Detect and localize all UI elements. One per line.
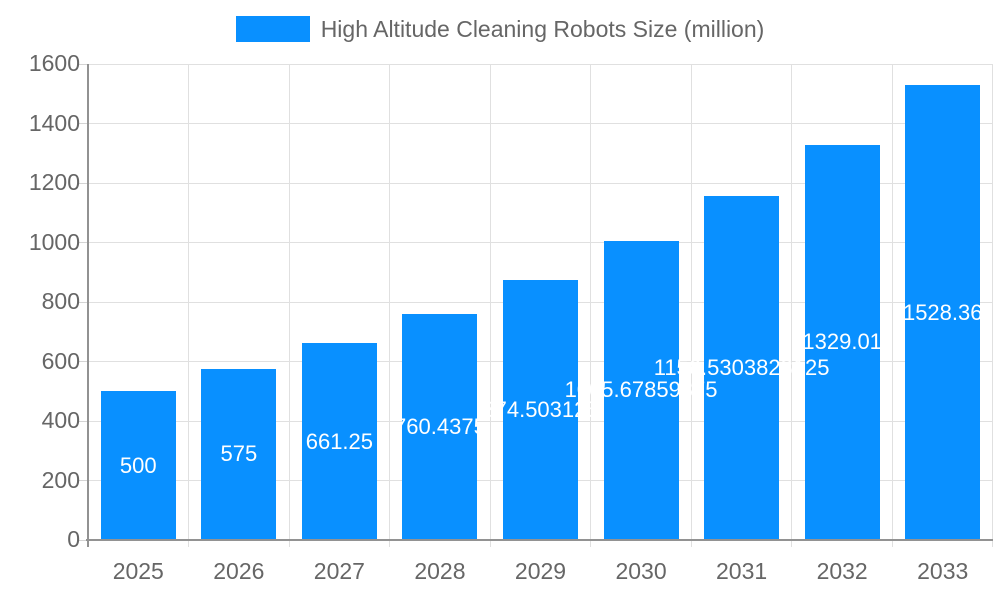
bar-value-label: 661.25: [305, 428, 374, 454]
bar-2032[interactable]: [804, 144, 880, 540]
y-axis-tick-mark: [79, 242, 88, 243]
gridline-horizontal: [88, 63, 993, 65]
gridline-vertical: [992, 64, 993, 547]
x-axis-line: [86, 539, 993, 541]
x-tick-label: 2025: [112, 558, 164, 584]
plot-area: 0 200 400 600 800 1000 1200 1400 1600 500 2025 575 2…: [29, 50, 993, 584]
bar-value-label: 1329.01: [802, 329, 882, 355]
x-tick-label: 2031: [716, 558, 768, 584]
y-tick-label: 200: [41, 466, 80, 493]
y-tick-label: 600: [41, 347, 80, 374]
gridline-vertical: [690, 64, 692, 547]
bar-2027[interactable]: [301, 343, 377, 540]
y-tick-label: 0: [67, 526, 80, 552]
y-axis-tick-mark: [79, 63, 88, 65]
gridline-horizontal: [88, 242, 993, 243]
gridline-vertical: [188, 64, 190, 547]
legend-label: High Altitude Cleaning Robots Size (mill…: [320, 16, 765, 42]
bar-value-label: 1156.5303828125: [653, 354, 830, 380]
bar-value-label: 1005.67859375: [564, 377, 718, 403]
bar-2033[interactable]: [905, 85, 981, 540]
y-tick-label: 400: [41, 407, 80, 433]
gridline-vertical: [590, 64, 592, 547]
chart-legend[interactable]: High Altitude Cleaning Robots Size (mill…: [0, 15, 1000, 43]
gridline-vertical: [791, 64, 793, 547]
x-tick-label: 2026: [213, 558, 265, 584]
y-axis-tick-mark: [79, 420, 88, 422]
bar-2029[interactable]: [503, 279, 578, 540]
bar-value-label: 500: [119, 452, 157, 478]
y-axis-tick-mark: [79, 480, 88, 481]
bar-value-label: 874.503125: [482, 396, 599, 422]
y-tick-label: 800: [41, 288, 80, 314]
bar-2030[interactable]: [603, 240, 679, 540]
gridline-horizontal: [88, 123, 993, 124]
bar-value-label: 1528.36: [902, 299, 983, 325]
x-tick-label: 2032: [816, 558, 868, 584]
bar-value-label: 760.4375: [394, 413, 486, 439]
x-tick-label: 2028: [414, 558, 466, 584]
y-axis-line: [87, 64, 89, 547]
y-axis-tick-mark: [79, 361, 88, 362]
y-axis-tick-mark: [79, 123, 88, 124]
y-tick-label: 1600: [28, 50, 80, 76]
gridline-vertical: [489, 64, 491, 547]
x-tick-label: 2033: [917, 558, 969, 584]
legend-color-swatch: [235, 16, 310, 42]
gridline-vertical: [288, 64, 290, 547]
bar-2025[interactable]: [100, 391, 176, 540]
y-axis-tick-mark: [79, 182, 88, 184]
bar-2031[interactable]: [704, 195, 780, 540]
y-axis-tick-mark: [79, 539, 88, 541]
x-tick-label: 2027: [313, 558, 365, 584]
x-tick-label: 2029: [514, 558, 567, 584]
y-axis-tick-mark: [79, 301, 88, 303]
bar-2028[interactable]: [402, 313, 478, 540]
y-tick-label: 1000: [28, 228, 80, 255]
y-tick-label: 1200: [28, 169, 80, 195]
gridline-vertical: [891, 64, 893, 547]
gridline-vertical: [389, 64, 391, 547]
y-tick-label: 1400: [28, 109, 80, 136]
gridline-horizontal: [88, 182, 993, 184]
x-tick-label: 2030: [615, 558, 667, 584]
bar-value-label: 575: [220, 441, 258, 467]
bar-2026[interactable]: [201, 368, 277, 540]
